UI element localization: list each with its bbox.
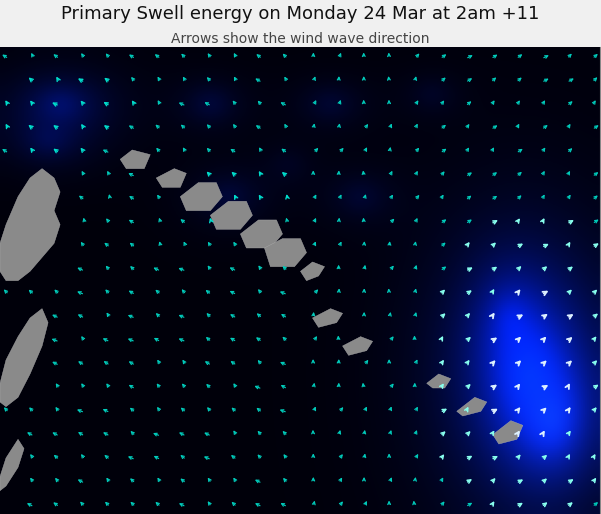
Polygon shape (0, 169, 60, 281)
Polygon shape (313, 308, 343, 327)
Polygon shape (343, 337, 373, 355)
Polygon shape (0, 308, 48, 407)
Polygon shape (300, 262, 325, 281)
Text: Primary Swell energy on Monday 24 Mar at 2am +11: Primary Swell energy on Monday 24 Mar at… (61, 5, 540, 23)
Polygon shape (0, 439, 24, 491)
Polygon shape (210, 201, 252, 229)
Text: Arrows show the wind wave direction: Arrows show the wind wave direction (171, 32, 430, 46)
Polygon shape (427, 374, 451, 388)
Polygon shape (264, 238, 307, 267)
Polygon shape (120, 150, 150, 169)
Polygon shape (180, 182, 222, 211)
Polygon shape (493, 420, 523, 444)
Polygon shape (457, 397, 487, 416)
Polygon shape (240, 220, 282, 248)
Polygon shape (156, 169, 186, 187)
